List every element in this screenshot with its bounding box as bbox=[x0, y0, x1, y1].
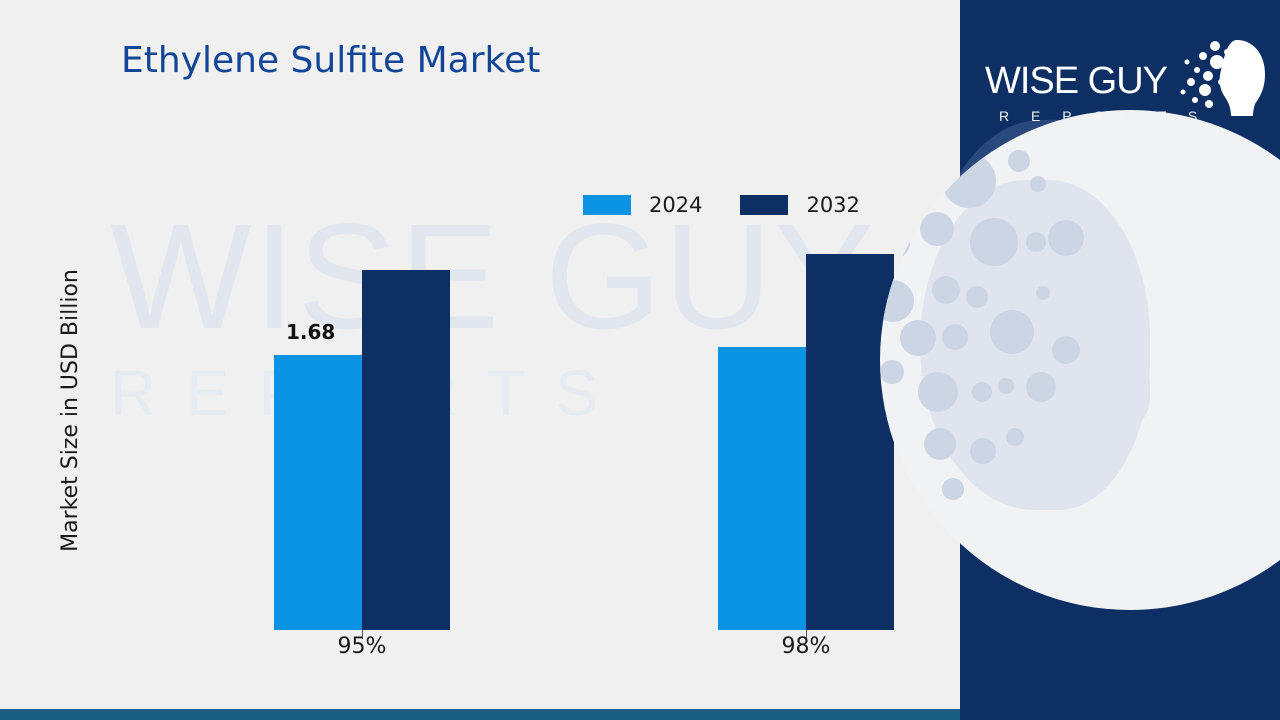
molecule-dot bbox=[924, 428, 956, 460]
molecule-dot bbox=[970, 218, 1018, 266]
bar-value-label-2024-95: 1.68 bbox=[286, 320, 336, 344]
x-axis-tick-2 bbox=[806, 630, 807, 639]
molecule-dot bbox=[998, 378, 1014, 394]
molecule-dot bbox=[1048, 220, 1084, 256]
legend-item-2024[interactable]: 2024 bbox=[583, 193, 740, 217]
molecule-dot bbox=[880, 280, 914, 322]
logo-face-icon bbox=[1180, 40, 1265, 116]
molecule-dot bbox=[1006, 428, 1024, 446]
molecule-dot bbox=[920, 212, 954, 246]
molecule-dot bbox=[1030, 176, 1046, 192]
molecule-dot bbox=[970, 438, 996, 464]
bars-area bbox=[274, 254, 894, 630]
molecule-dot bbox=[1052, 336, 1080, 364]
molecule-dot bbox=[1008, 150, 1030, 172]
molecule-dot bbox=[972, 382, 992, 402]
bar-2024-95[interactable] bbox=[274, 355, 362, 630]
x-axis-label-95: 95% bbox=[337, 634, 387, 659]
molecule-dot bbox=[966, 286, 988, 308]
logo-wordmark: WISE GUY bbox=[985, 60, 1168, 102]
legend-label-2024: 2024 bbox=[649, 193, 703, 217]
legend-swatch-2032 bbox=[740, 195, 789, 215]
footer-accent-bar bbox=[0, 709, 960, 720]
molecule-dot bbox=[1026, 372, 1056, 402]
molecule-dot bbox=[1036, 286, 1050, 300]
molecule-dot bbox=[918, 372, 958, 412]
legend-label-2032: 2032 bbox=[806, 193, 860, 217]
page-title: Ethylene Sulfite Market bbox=[121, 40, 541, 81]
bar-2032-95[interactable] bbox=[362, 270, 450, 630]
x-axis-tick-1 bbox=[362, 630, 363, 639]
brand-logo: WISE GUY R E P O R T S bbox=[985, 30, 1265, 124]
molecule-dot bbox=[932, 276, 960, 304]
molecule-dot bbox=[942, 324, 968, 350]
molecule-dot bbox=[880, 360, 904, 384]
bar-2024-98[interactable] bbox=[718, 347, 806, 630]
x-axis-label-98: 98% bbox=[781, 634, 831, 659]
plot-area: Market Size in USD Billion 2024 2032 1.6… bbox=[58, 193, 898, 659]
legend-item-2032[interactable]: 2032 bbox=[740, 193, 897, 217]
molecule-dot bbox=[880, 228, 910, 258]
logo-subtext: R E P O R T S bbox=[999, 108, 1207, 124]
chart-legend: 2024 2032 bbox=[583, 193, 898, 217]
molecule-dot bbox=[900, 320, 936, 356]
molecule-dot bbox=[1026, 232, 1046, 252]
legend-swatch-2024 bbox=[583, 195, 631, 215]
molecule-dot bbox=[942, 154, 996, 208]
bar-2032-98[interactable] bbox=[806, 254, 894, 630]
molecule-dot bbox=[942, 478, 964, 500]
molecular-circle-graphic bbox=[880, 110, 1280, 610]
molecular-dot-cluster bbox=[880, 110, 1280, 610]
molecule-dot bbox=[990, 310, 1034, 354]
molecule-dot bbox=[894, 176, 928, 210]
